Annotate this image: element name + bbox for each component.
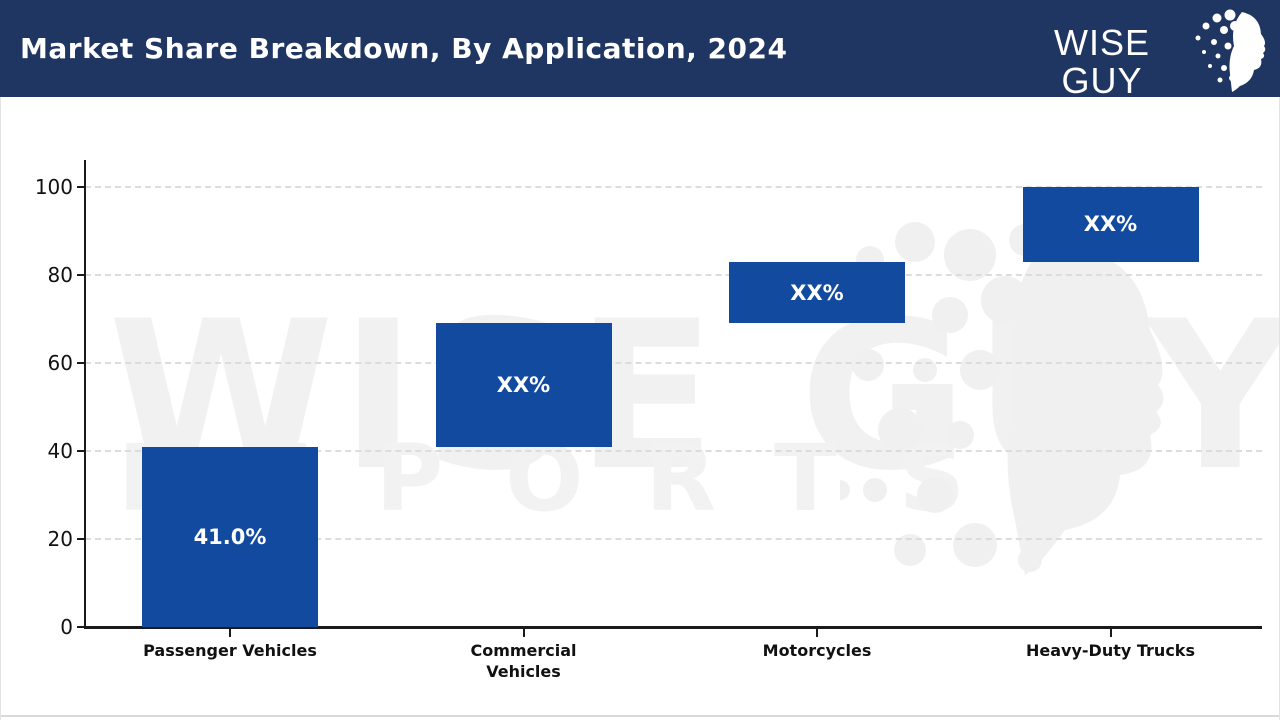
x-tick-1 [522,629,525,637]
x-tick-3 [1109,629,1112,637]
bar-value-label: XX% [1083,212,1138,237]
category-label-1: Commercial Vehicles [470,641,577,681]
bar-value-label: 41.0% [193,524,267,549]
x-axis-line [85,626,1262,629]
y-tick-0 [77,626,84,628]
bar-value-label: XX% [790,280,844,305]
y-tick-60 [77,362,84,364]
y-tick-100 [77,186,84,188]
category-label-0: Passenger Vehicles [143,641,317,660]
y-tick-label-60: 60 [47,351,73,375]
logo-head-icon [1195,9,1266,92]
bar-commercial-vehicles: XX% [435,323,612,447]
category-label-2: Motorcycles [762,641,872,660]
logo-reports-text: REPORTS [1035,102,1175,117]
bar-passenger-vehicles: 41.0% [142,446,318,627]
y-tick-80 [77,274,84,276]
logo-wiseguy-text: WISE GUY [1053,22,1150,101]
x-tick-2 [816,629,818,637]
gridline-100 [85,186,1262,188]
header-bar: Market Share Breakdown, By Application, … [0,0,1280,117]
y-tick-20 [77,538,84,540]
gridline-40 [85,450,1262,452]
category-label-3: Heavy-Duty Trucks [1026,641,1195,660]
bar-value-label: XX% [496,372,551,397]
y-tick-label-80: 80 [47,263,73,287]
y-tick-label-40: 40 [47,439,73,463]
bar-heavy-duty-trucks: XX% [1022,187,1199,262]
y-tick-label-0: 0 [60,615,73,639]
y-tick-label-100: 100 [34,175,73,199]
y-tick-40 [77,450,84,452]
y-axis-line [84,160,86,629]
bar-motorcycles: XX% [729,261,905,324]
bottom-divider [0,715,1280,717]
page-title: Market Share Breakdown, By Application, … [20,32,788,65]
gridline-20 [85,538,1262,540]
x-tick-0 [229,629,231,637]
gridline-80 [85,274,1262,276]
wise-guy-reports-logo: WISE GUY REPORTS [1012,6,1266,117]
y-tick-label-20: 20 [47,527,73,551]
left-edge-border [0,97,1,720]
gridline-60 [85,362,1262,364]
